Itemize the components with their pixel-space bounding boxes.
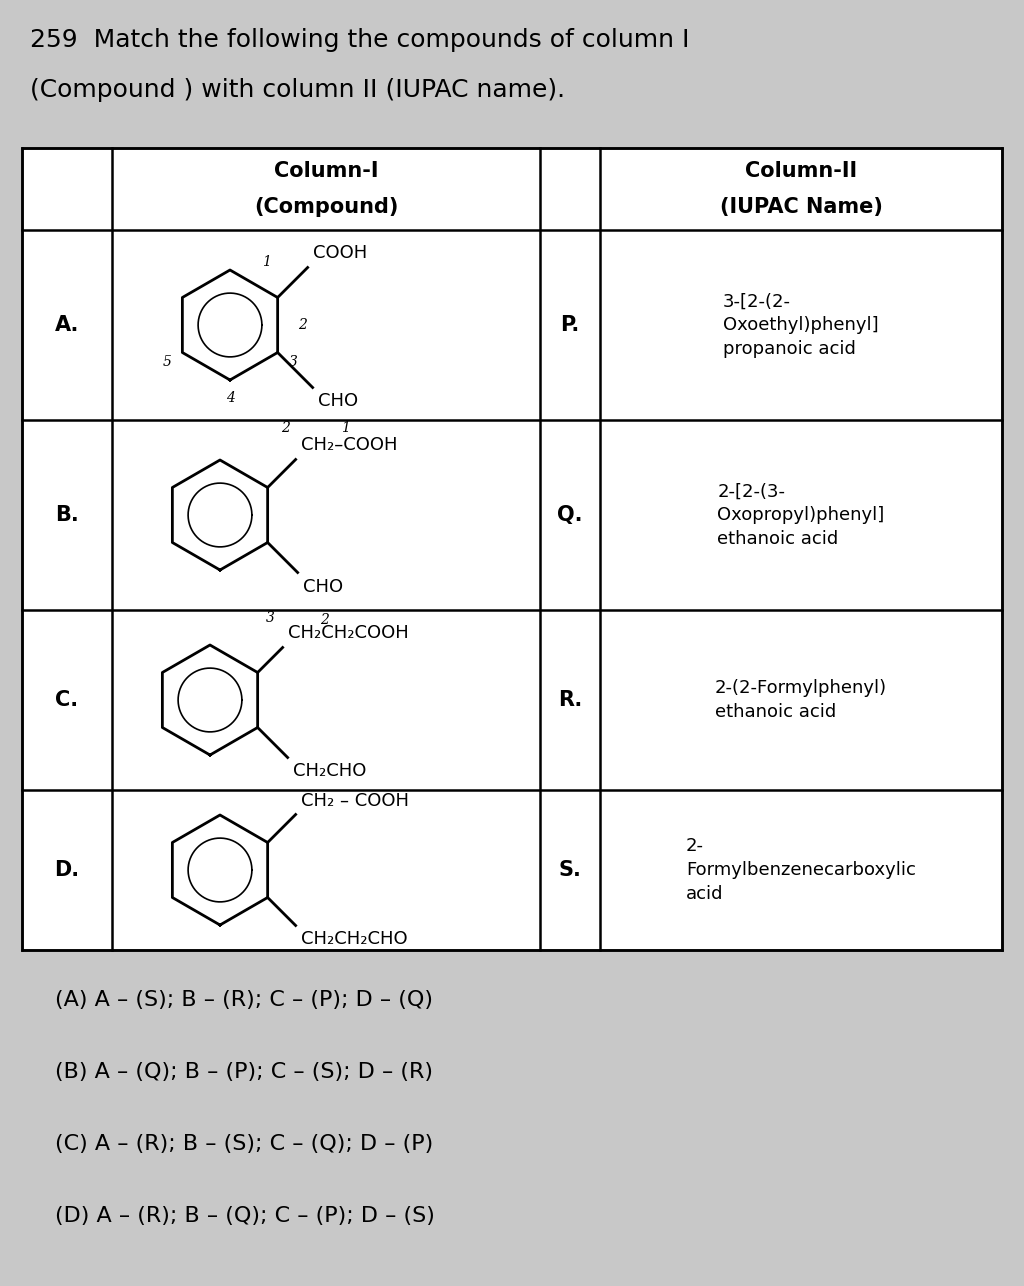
Text: CH₂ – COOH: CH₂ – COOH [301,791,409,809]
Text: 4: 4 [225,391,234,405]
Text: COOH: COOH [312,244,367,262]
Text: B.: B. [55,505,79,525]
Text: A.: A. [55,315,79,334]
Text: P.: P. [560,315,580,334]
Text: 2: 2 [321,612,329,626]
Text: (D) A – (R); B – (Q); C – (P); D – (S): (D) A – (R); B – (Q); C – (P); D – (S) [55,1206,435,1226]
Text: (C) A – (R); B – (S); C – (Q); D – (P): (C) A – (R); B – (S); C – (Q); D – (P) [55,1134,433,1154]
Text: 1: 1 [262,255,271,269]
Text: 259  Match the following the compounds of column I: 259 Match the following the compounds of… [30,28,689,51]
Text: Q.: Q. [557,505,583,525]
Text: CHO: CHO [317,392,357,410]
Text: (A) A – (S); B – (R); C – (P); D – (Q): (A) A – (S); B – (R); C – (P); D – (Q) [55,990,433,1010]
Text: 2-(2-Formylphenyl)
ethanoic acid: 2-(2-Formylphenyl) ethanoic acid [715,679,887,720]
Text: 2: 2 [299,318,307,332]
Text: CH₂CHO: CH₂CHO [293,763,366,781]
Text: 1: 1 [341,421,350,435]
Bar [22,148,1002,950]
Text: (B) A – (Q); B – (P); C – (S); D – (R): (B) A – (Q); B – (P); C – (S); D – (R) [55,1062,433,1082]
Text: (Compound): (Compound) [254,197,398,217]
Text: 2-
Formylbenzenecarboxylic
acid: 2- Formylbenzenecarboxylic acid [686,837,915,903]
Text: 3-[2-(2-
Oxoethyl)phenyl]
propanoic acid: 3-[2-(2- Oxoethyl)phenyl] propanoic acid [723,292,879,358]
Text: (IUPAC Name): (IUPAC Name) [720,197,883,217]
Text: S.: S. [558,860,582,880]
Text: D.: D. [54,860,80,880]
Text: 3: 3 [266,611,275,625]
Text: 3: 3 [289,355,298,369]
Text: CH₂–COOH: CH₂–COOH [301,436,397,454]
Text: Column-I: Column-I [273,161,378,181]
Text: (Compound ) with column II (IUPAC name).: (Compound ) with column II (IUPAC name). [30,78,565,102]
Text: C.: C. [55,691,79,710]
Text: Column-II: Column-II [744,161,857,181]
Text: CHO: CHO [303,577,343,595]
Text: CH₂CH₂CHO: CH₂CH₂CHO [301,931,408,949]
Text: 2: 2 [282,421,290,435]
Text: CH₂CH₂COOH: CH₂CH₂COOH [288,625,409,643]
Text: R.: R. [558,691,582,710]
Text: 5: 5 [163,355,171,369]
Text: 2-[2-(3-
Oxopropyl)phenyl]
ethanoic acid: 2-[2-(3- Oxopropyl)phenyl] ethanoic acid [718,482,885,548]
